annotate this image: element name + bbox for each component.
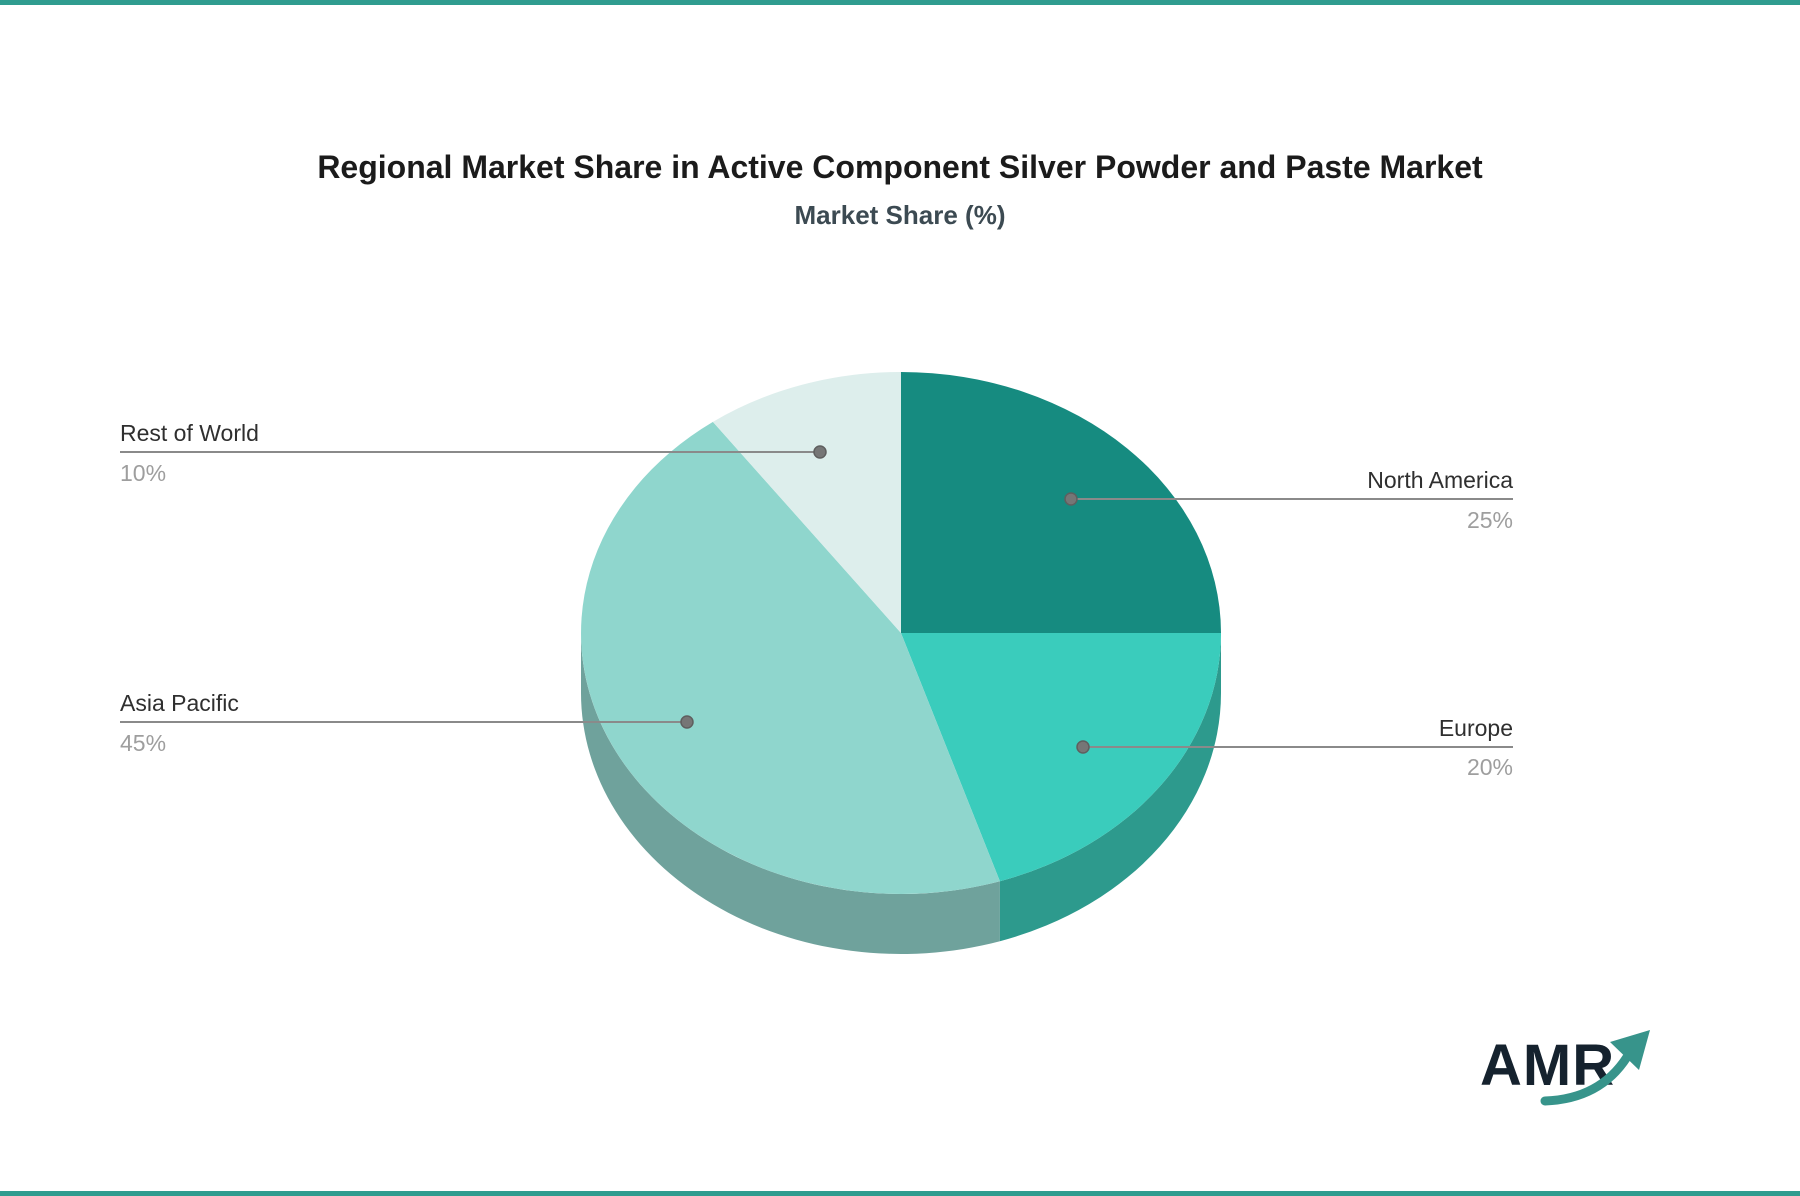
pie-side-asia-pacific xyxy=(581,633,1000,954)
pie-chart xyxy=(581,372,1221,954)
top-accent-strip xyxy=(0,0,1800,5)
pie-side-europe xyxy=(999,633,1221,942)
callout-label-north-america: North America xyxy=(1367,467,1513,493)
leader-dot-rest-of-world xyxy=(813,445,827,459)
callout-label-asia-pacific: Asia Pacific xyxy=(120,690,239,716)
pie-slice-north-america[interactable] xyxy=(901,372,1221,633)
pie-slice-asia-pacific[interactable] xyxy=(581,421,1000,894)
callout-europe: Europe 20% xyxy=(1076,715,1513,780)
leader-dot-north-america xyxy=(1064,492,1078,506)
callout-value-rest-of-world: 10% xyxy=(120,460,166,486)
callout-value-asia-pacific: 45% xyxy=(120,730,166,756)
pie-slice-europe[interactable] xyxy=(901,633,1221,882)
leader-dot-asia-pacific xyxy=(680,715,694,729)
bottom-accent-strip xyxy=(0,1191,1800,1196)
callout-value-north-america: 25% xyxy=(1467,507,1513,533)
callout-north-america: North America 25% xyxy=(1064,467,1513,533)
callout-rest-of-world: Rest of World 10% xyxy=(120,420,827,486)
trending-up-arrow-icon xyxy=(1540,1030,1650,1106)
callout-label-rest-of-world: Rest of World xyxy=(120,420,259,446)
chart-subtitle: Market Share (%) xyxy=(795,200,1006,230)
pie-slice-rest-of-world[interactable] xyxy=(712,372,901,633)
amr-logo: AMR xyxy=(1480,1030,1650,1106)
callout-label-europe: Europe xyxy=(1439,715,1513,741)
callout-asia-pacific: Asia Pacific 45% xyxy=(120,690,694,756)
leader-dot-europe xyxy=(1076,740,1090,754)
chart-title: Regional Market Share in Active Componen… xyxy=(317,149,1483,185)
callout-value-europe: 20% xyxy=(1467,754,1513,780)
